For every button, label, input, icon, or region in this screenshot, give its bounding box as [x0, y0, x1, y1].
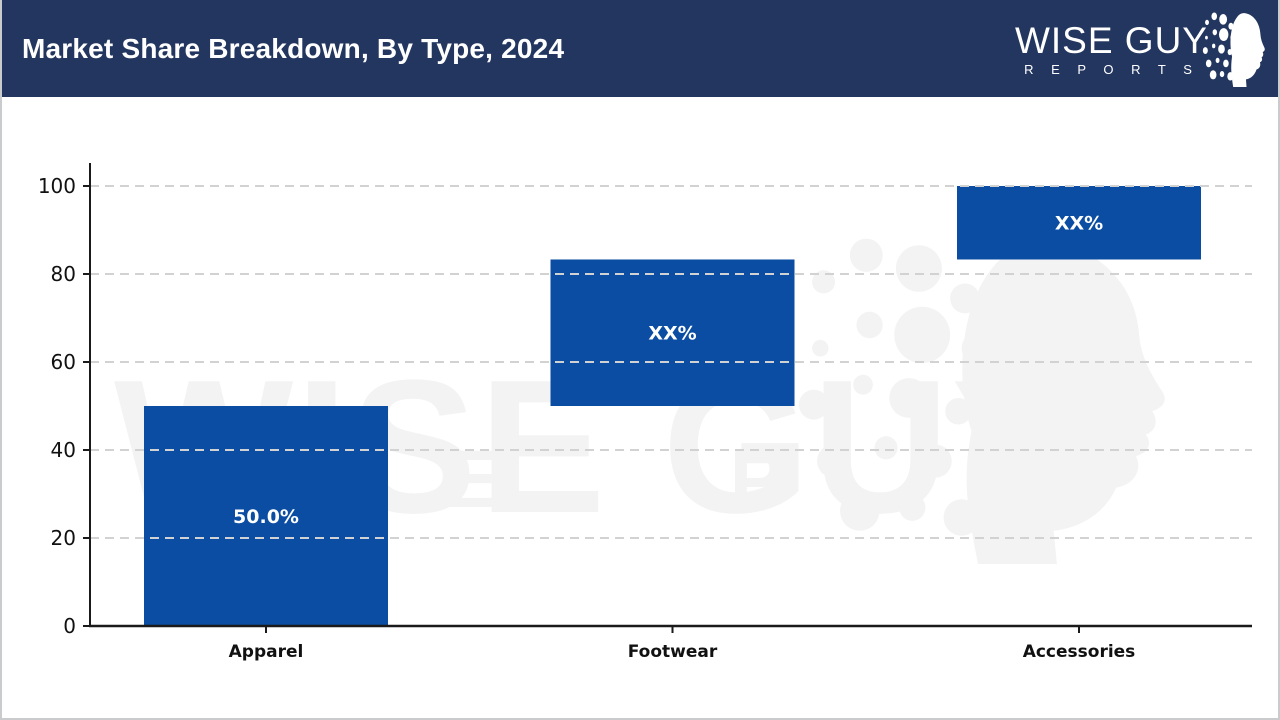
chart-area: WISE GUY R E P O R T S 020406080100Appar…: [2, 97, 1278, 718]
page-title: Market Share Breakdown, By Type, 2024: [22, 32, 565, 64]
wiseguy-logo: WISE GUY R E P O R T S: [1015, 11, 1266, 87]
logo-subtext: R E P O R T S: [1024, 61, 1199, 77]
x-category-label: Footwear: [628, 642, 718, 662]
x-category-label: Accessories: [1023, 642, 1136, 662]
watermark-face-icon: [798, 238, 1165, 564]
y-tick-label: 0: [63, 614, 76, 638]
bar-label: XX%: [648, 323, 696, 345]
bar-label: 50.0%: [233, 506, 299, 528]
logo-wordmark: WISE GUY: [1014, 19, 1208, 61]
logo-text: WISE GUY R E P O R T S: [1015, 22, 1208, 76]
y-tick-label: 60: [51, 350, 76, 374]
header-bar: Market Share Breakdown, By Type, 2024 WI…: [2, 0, 1278, 97]
x-category-label: Apparel: [229, 642, 304, 662]
bar-accessories: [957, 186, 1201, 260]
bar-label: XX%: [1055, 213, 1103, 235]
logo-face-icon: [1202, 12, 1265, 87]
bar-footwear: [550, 259, 795, 406]
y-tick-label: 40: [51, 438, 76, 462]
y-tick-label: 80: [51, 262, 76, 286]
bar-chart: 0 20 40 60 80 100 Apparel Footwear Accessories 50…: [38, 163, 1252, 662]
y-tick-label: 100: [38, 174, 76, 198]
y-tick-label: 20: [51, 526, 76, 550]
bar-apparel: [144, 406, 388, 626]
